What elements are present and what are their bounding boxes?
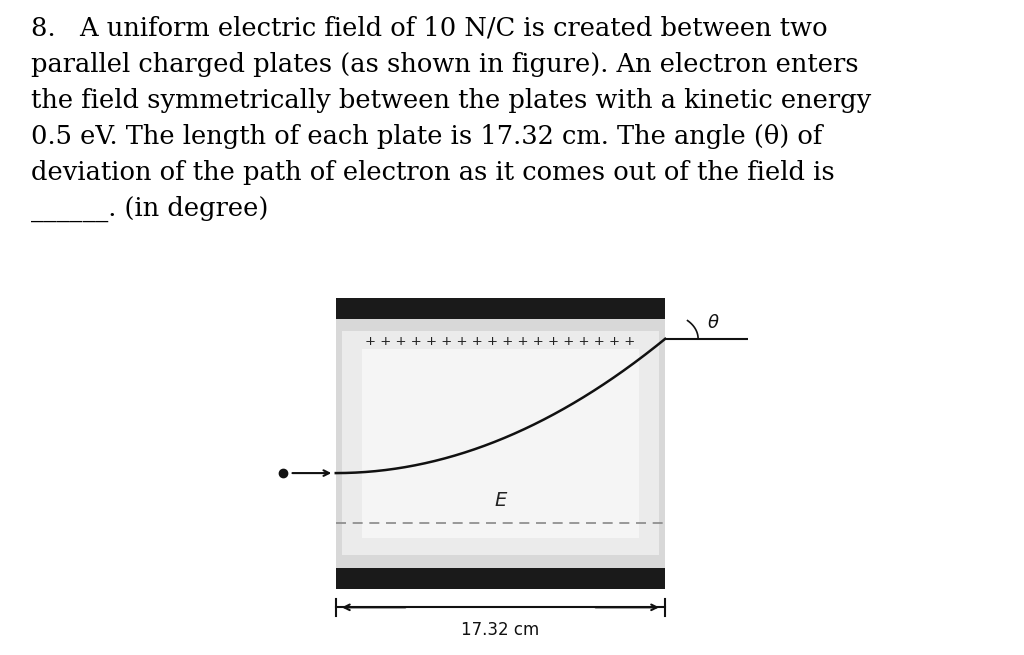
Bar	[342, 331, 658, 555]
Text: E: E	[495, 491, 507, 510]
Bar	[336, 319, 666, 567]
Bar	[362, 348, 639, 538]
Bar	[336, 567, 666, 589]
Text: θ: θ	[708, 314, 719, 331]
Bar	[336, 298, 666, 319]
Text: 8.   A uniform electric field of 10 N/C is created between two
parallel charged : 8. A uniform electric field of 10 N/C is…	[31, 16, 871, 222]
Text: + + + + + + + + + + + + + + + + + +: + + + + + + + + + + + + + + + + + +	[366, 335, 636, 348]
Text: 17.32 cm: 17.32 cm	[462, 621, 540, 639]
